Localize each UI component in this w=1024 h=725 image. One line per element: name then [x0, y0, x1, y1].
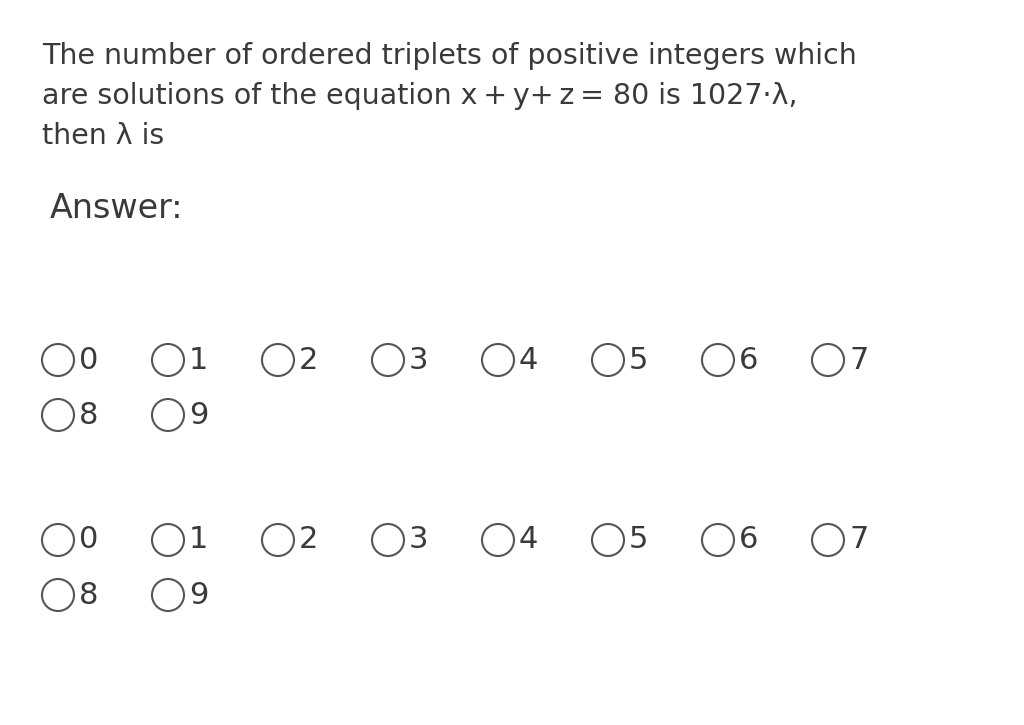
Text: 8: 8: [79, 581, 98, 610]
Text: 0: 0: [79, 526, 98, 555]
Text: The number of ordered triplets of positive integers which: The number of ordered triplets of positi…: [42, 42, 857, 70]
Text: 7: 7: [849, 526, 868, 555]
Text: are solutions of the equation x + y+ z = 80 is 1027·λ,: are solutions of the equation x + y+ z =…: [42, 82, 798, 110]
Text: then λ is: then λ is: [42, 122, 164, 150]
Text: 3: 3: [409, 346, 428, 375]
Text: 5: 5: [629, 346, 648, 375]
Text: Answer:: Answer:: [50, 192, 183, 225]
Text: 1: 1: [189, 526, 208, 555]
Text: 4: 4: [519, 346, 539, 375]
Text: 4: 4: [519, 526, 539, 555]
Text: 8: 8: [79, 400, 98, 429]
Text: 0: 0: [79, 346, 98, 375]
Text: 2: 2: [299, 526, 318, 555]
Text: 9: 9: [189, 400, 208, 429]
Text: 3: 3: [409, 526, 428, 555]
Text: 6: 6: [739, 526, 759, 555]
Text: 2: 2: [299, 346, 318, 375]
Text: 9: 9: [189, 581, 208, 610]
Text: 1: 1: [189, 346, 208, 375]
Text: 6: 6: [739, 346, 759, 375]
Text: 7: 7: [849, 346, 868, 375]
Text: 5: 5: [629, 526, 648, 555]
